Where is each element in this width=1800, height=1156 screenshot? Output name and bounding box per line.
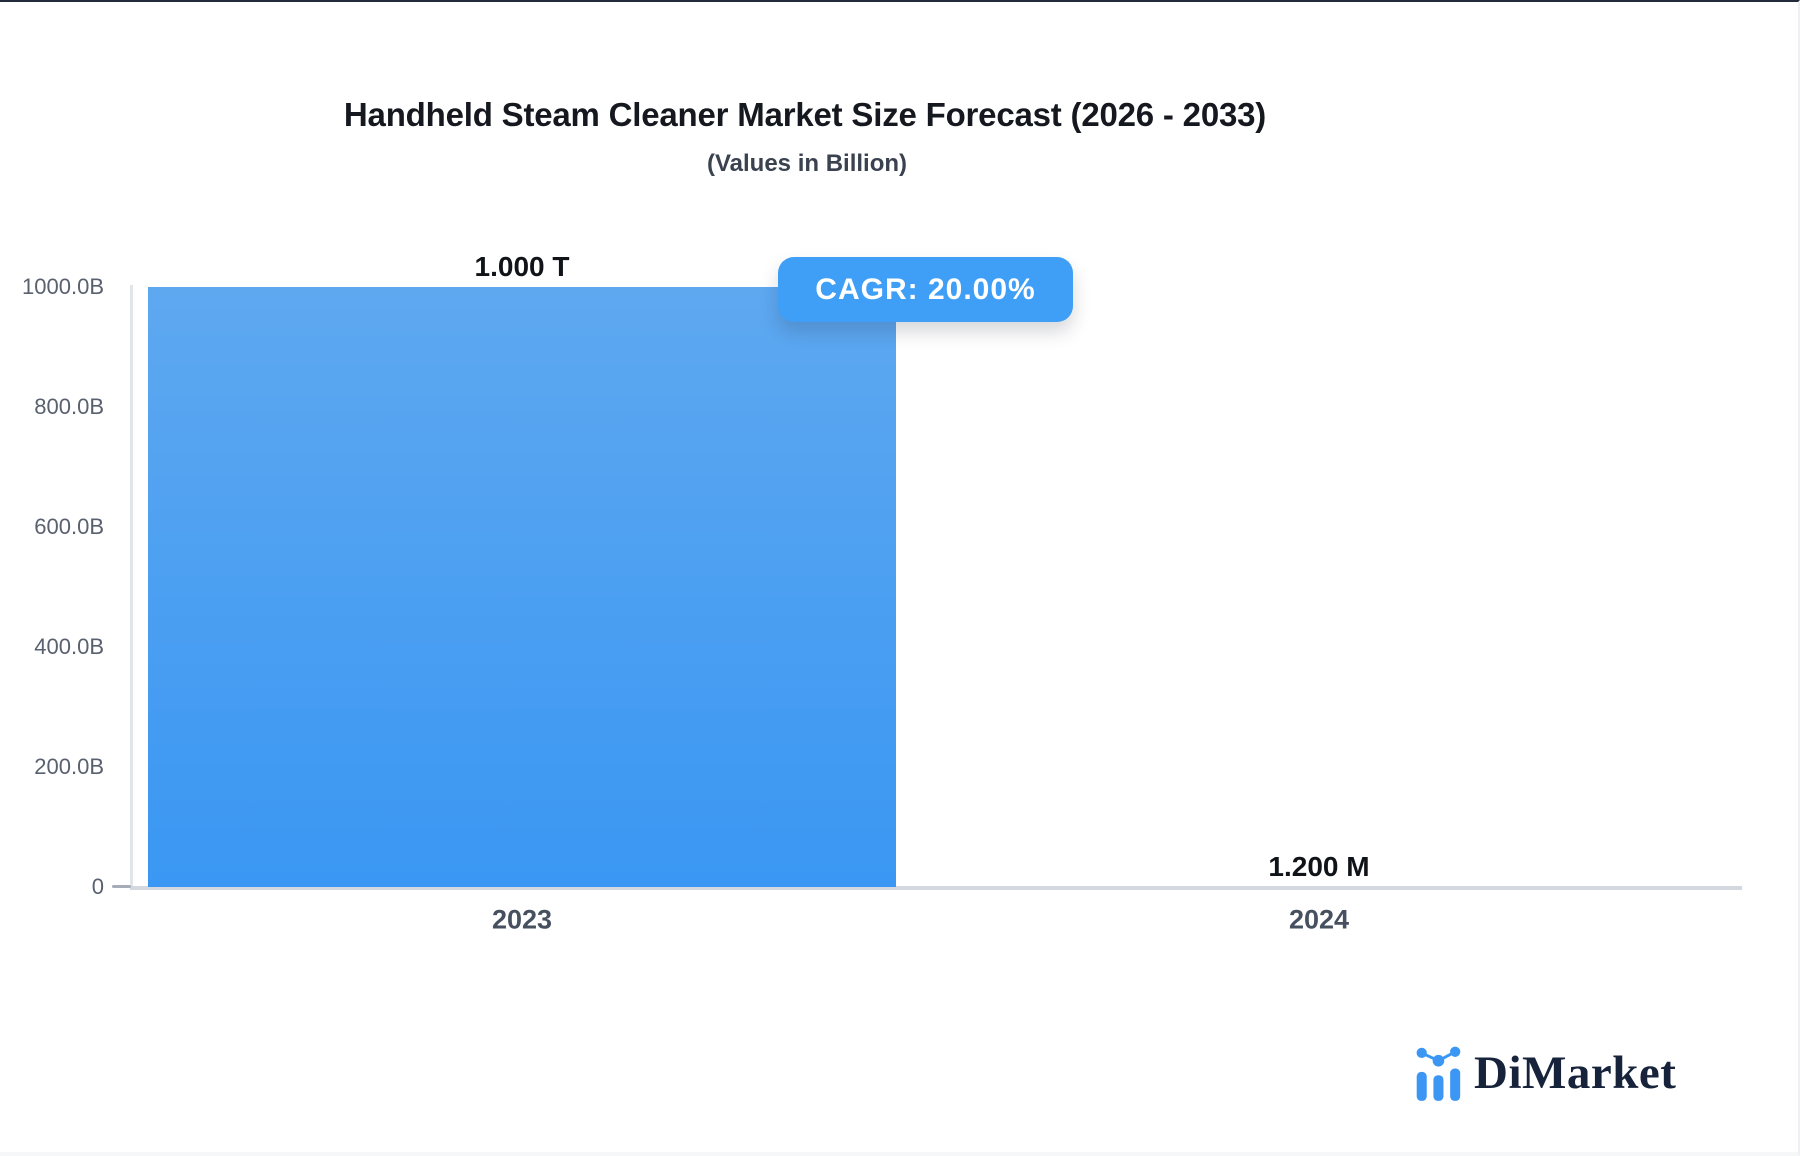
zero-tick-mark <box>112 885 131 888</box>
y-axis-tick-label: 600.0B <box>34 514 104 539</box>
logo-text: DiMarket <box>1474 1046 1677 1099</box>
dimarket-logo: DiMarket <box>1414 1042 1676 1104</box>
y-axis-tick-label: 400.0B <box>34 634 104 659</box>
y-axis-tick-label: 0 <box>91 874 104 899</box>
chart-title: Handheld Steam Cleaner Market Size Forec… <box>343 96 1267 133</box>
cagr-badge-label: CAGR: 20.00% <box>815 272 1036 306</box>
category-label-2024: 2024 <box>1288 904 1350 935</box>
x-axis-line <box>130 886 1742 890</box>
value-label-2024: 1.200 M <box>1268 850 1370 882</box>
bar-chart-logo-icon <box>1414 1044 1464 1102</box>
bar-2023 <box>148 287 896 887</box>
y-axis-tick-label: 200.0B <box>34 754 104 779</box>
cagr-badge: CAGR: 20.00% <box>778 257 1073 322</box>
y-axis-tick-label: 1000.0B <box>22 274 104 299</box>
category-label-2023: 2023 <box>491 904 553 935</box>
y-axis-line <box>130 285 133 890</box>
y-axis-tick-label: 800.0B <box>34 394 104 419</box>
chart-subtitle: (Values in Billion) <box>706 150 908 177</box>
value-label-2023: 1.000 T <box>474 251 570 282</box>
